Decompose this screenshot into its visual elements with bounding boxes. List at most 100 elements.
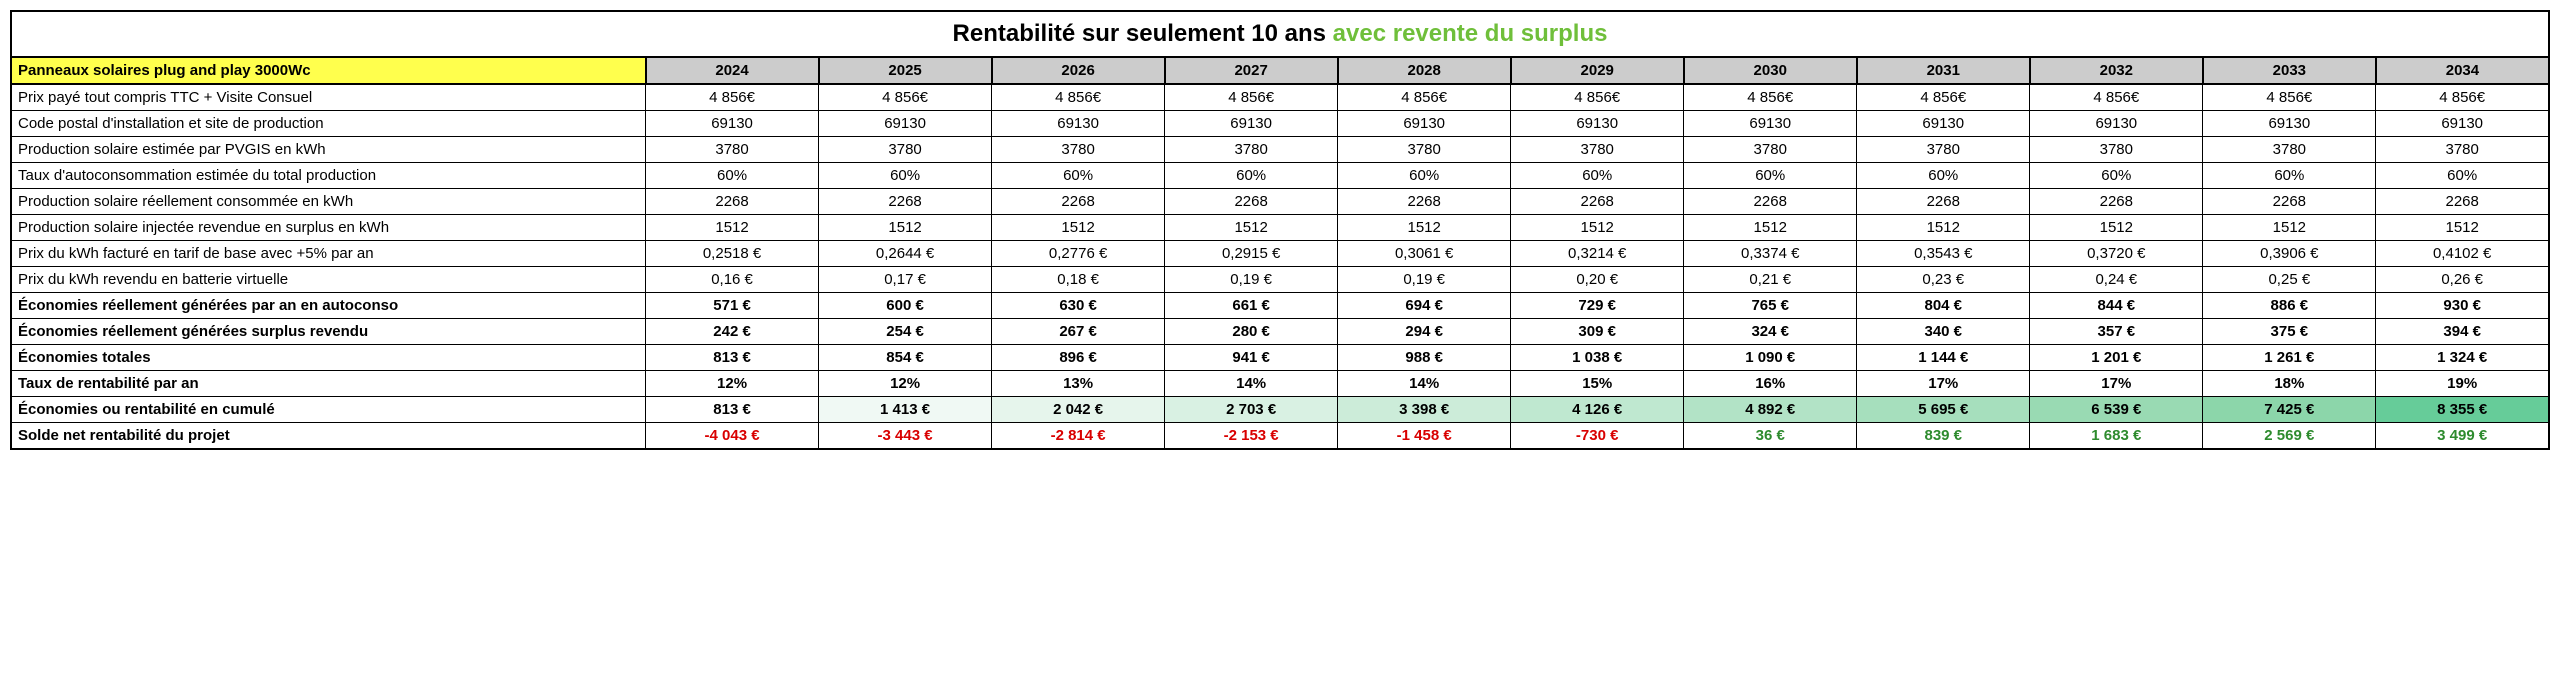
- row-value: 4 856€: [1857, 84, 2030, 111]
- row-label: Production solaire réellement consommée …: [11, 189, 646, 215]
- row-value: 4 892 €: [1684, 397, 1857, 423]
- row-value: 5 695 €: [1857, 397, 2030, 423]
- table-row: Économies ou rentabilité en cumulé813 €1…: [11, 397, 2549, 423]
- row-value: 309 €: [1511, 319, 1684, 345]
- row-value: 69130: [2376, 111, 2549, 137]
- row-value: 1512: [2376, 215, 2549, 241]
- row-label: Solde net rentabilité du projet: [11, 423, 646, 450]
- row-value: 324 €: [1684, 319, 1857, 345]
- row-value: 3780: [1857, 137, 2030, 163]
- row-value: 1512: [2203, 215, 2376, 241]
- row-value: 854 €: [819, 345, 992, 371]
- title-black: Rentabilité sur seulement 10 ans: [953, 20, 1333, 47]
- row-value: 2 569 €: [2203, 423, 2376, 450]
- row-value: 69130: [992, 111, 1165, 137]
- row-value: 1512: [1338, 215, 1511, 241]
- row-label: Production solaire estimée par PVGIS en …: [11, 137, 646, 163]
- table-row: Économies totales813 €854 €896 €941 €988…: [11, 345, 2549, 371]
- row-value: 17%: [2030, 371, 2203, 397]
- row-value: 2268: [646, 189, 819, 215]
- row-value: 18%: [2203, 371, 2376, 397]
- row-value: 0,3906 €: [2203, 241, 2376, 267]
- row-value: 886 €: [2203, 293, 2376, 319]
- row-value: 3780: [2376, 137, 2549, 163]
- row-value: 2268: [1338, 189, 1511, 215]
- row-value: 3780: [992, 137, 1165, 163]
- row-value: 4 856€: [1511, 84, 1684, 111]
- row-value: 694 €: [1338, 293, 1511, 319]
- row-value: 3 499 €: [2376, 423, 2549, 450]
- row-value: 1512: [1857, 215, 2030, 241]
- row-value: 0,24 €: [2030, 267, 2203, 293]
- row-value: 4 856€: [992, 84, 1165, 111]
- header-year: 2029: [1511, 57, 1684, 84]
- row-value: -2 153 €: [1165, 423, 1338, 450]
- header-year: 2031: [1857, 57, 2030, 84]
- row-value: 69130: [819, 111, 992, 137]
- row-value: 60%: [1684, 163, 1857, 189]
- table-row: Code postal d'installation et site de pr…: [11, 111, 2549, 137]
- row-value: 375 €: [2203, 319, 2376, 345]
- row-value: 294 €: [1338, 319, 1511, 345]
- table-row: Production solaire réellement consommée …: [11, 189, 2549, 215]
- row-value: 896 €: [992, 345, 1165, 371]
- row-label: Économies totales: [11, 345, 646, 371]
- row-value: 0,19 €: [1165, 267, 1338, 293]
- row-value: 4 856€: [2030, 84, 2203, 111]
- row-value: 4 856€: [646, 84, 819, 111]
- row-value: 69130: [1165, 111, 1338, 137]
- row-value: 60%: [1338, 163, 1511, 189]
- row-value: 813 €: [646, 345, 819, 371]
- row-value: 2268: [2376, 189, 2549, 215]
- header-year: 2026: [992, 57, 1165, 84]
- row-value: 0,26 €: [2376, 267, 2549, 293]
- row-value: 60%: [2203, 163, 2376, 189]
- row-value: -1 458 €: [1338, 423, 1511, 450]
- row-value: 69130: [646, 111, 819, 137]
- row-label: Taux de rentabilité par an: [11, 371, 646, 397]
- row-value: 60%: [1165, 163, 1338, 189]
- row-value: 280 €: [1165, 319, 1338, 345]
- row-value: 765 €: [1684, 293, 1857, 319]
- row-value: 571 €: [646, 293, 819, 319]
- row-value: 14%: [1338, 371, 1511, 397]
- row-value: 3780: [1684, 137, 1857, 163]
- row-value: 661 €: [1165, 293, 1338, 319]
- row-value: 2 042 €: [992, 397, 1165, 423]
- row-label: Économies réellement générées surplus re…: [11, 319, 646, 345]
- table-row: Solde net rentabilité du projet-4 043 €-…: [11, 423, 2549, 450]
- title-cell: Rentabilité sur seulement 10 ans avec re…: [11, 11, 2549, 57]
- row-label: Économies ou rentabilité en cumulé: [11, 397, 646, 423]
- row-value: 69130: [1684, 111, 1857, 137]
- row-value: 69130: [2030, 111, 2203, 137]
- row-value: -3 443 €: [819, 423, 992, 450]
- title-row: Rentabilité sur seulement 10 ans avec re…: [11, 11, 2549, 57]
- row-value: 3 398 €: [1338, 397, 1511, 423]
- row-value: 0,20 €: [1511, 267, 1684, 293]
- row-value: 3780: [1338, 137, 1511, 163]
- row-value: 930 €: [2376, 293, 2549, 319]
- row-value: 2268: [992, 189, 1165, 215]
- header-year: 2028: [1338, 57, 1511, 84]
- row-value: 394 €: [2376, 319, 2549, 345]
- row-value: 12%: [646, 371, 819, 397]
- row-value: 2268: [1165, 189, 1338, 215]
- row-value: 15%: [1511, 371, 1684, 397]
- row-value: 0,23 €: [1857, 267, 2030, 293]
- row-value: 69130: [1338, 111, 1511, 137]
- row-value: 0,16 €: [646, 267, 819, 293]
- row-value: 3780: [1511, 137, 1684, 163]
- row-value: 0,18 €: [992, 267, 1165, 293]
- row-value: 1 413 €: [819, 397, 992, 423]
- header-year: 2024: [646, 57, 819, 84]
- row-value: 3780: [2203, 137, 2376, 163]
- row-value: 60%: [1511, 163, 1684, 189]
- row-value: 0,2518 €: [646, 241, 819, 267]
- row-value: 813 €: [646, 397, 819, 423]
- row-value: 1 261 €: [2203, 345, 2376, 371]
- row-label: Prix payé tout compris TTC + Visite Cons…: [11, 84, 646, 111]
- row-value: 13%: [992, 371, 1165, 397]
- table-row: Prix payé tout compris TTC + Visite Cons…: [11, 84, 2549, 111]
- row-value: 17%: [1857, 371, 2030, 397]
- row-value: 0,3374 €: [1684, 241, 1857, 267]
